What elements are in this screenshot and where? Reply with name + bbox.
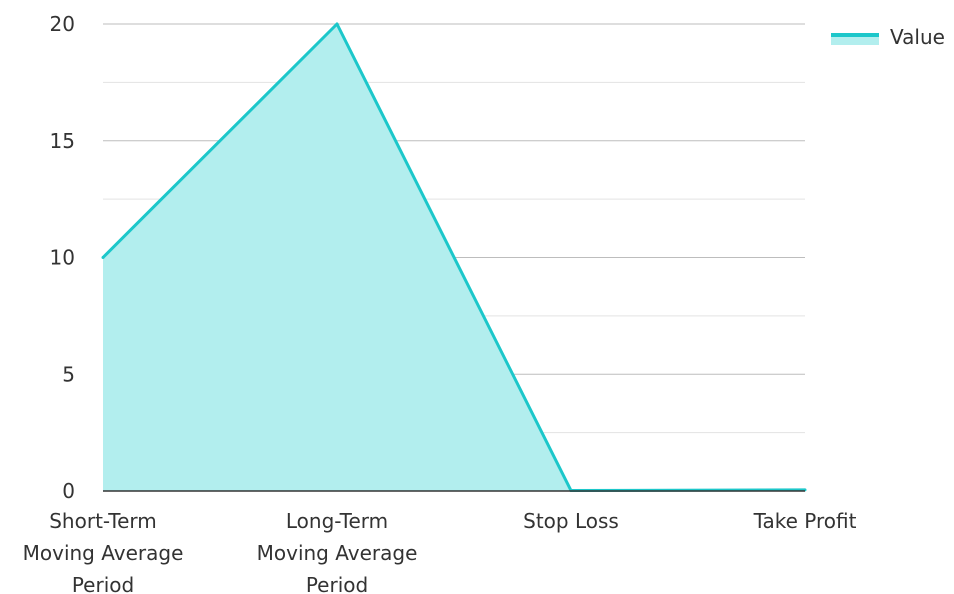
y-tick-label: 5 xyxy=(62,362,75,386)
series-line xyxy=(101,22,806,493)
x-tick-label: Short-Term Moving Average Period xyxy=(23,509,184,594)
legend-swatch-line xyxy=(831,33,879,37)
series-area xyxy=(101,22,807,493)
y-tick-label: 10 xyxy=(50,246,75,270)
data-point-1[interactable] xyxy=(101,256,105,259)
y-axis: 0 5 10 15 20 xyxy=(50,12,75,503)
x-tick-label: Long-Term Moving Average Period xyxy=(257,509,418,594)
data-point-2[interactable] xyxy=(335,22,339,26)
y-tick-label: 20 xyxy=(50,12,75,36)
x-tick-label: Stop Loss xyxy=(523,509,619,533)
y-tick-label: 15 xyxy=(50,129,75,153)
x-axis-labels: Short-Term Moving Average Period Long-Term M… xyxy=(23,509,857,594)
x-tick-label: Take Profit xyxy=(753,509,857,533)
legend-label-value: Value xyxy=(890,25,945,49)
legend[interactable]: Value xyxy=(831,25,945,49)
y-tick-label: 0 xyxy=(62,479,75,503)
